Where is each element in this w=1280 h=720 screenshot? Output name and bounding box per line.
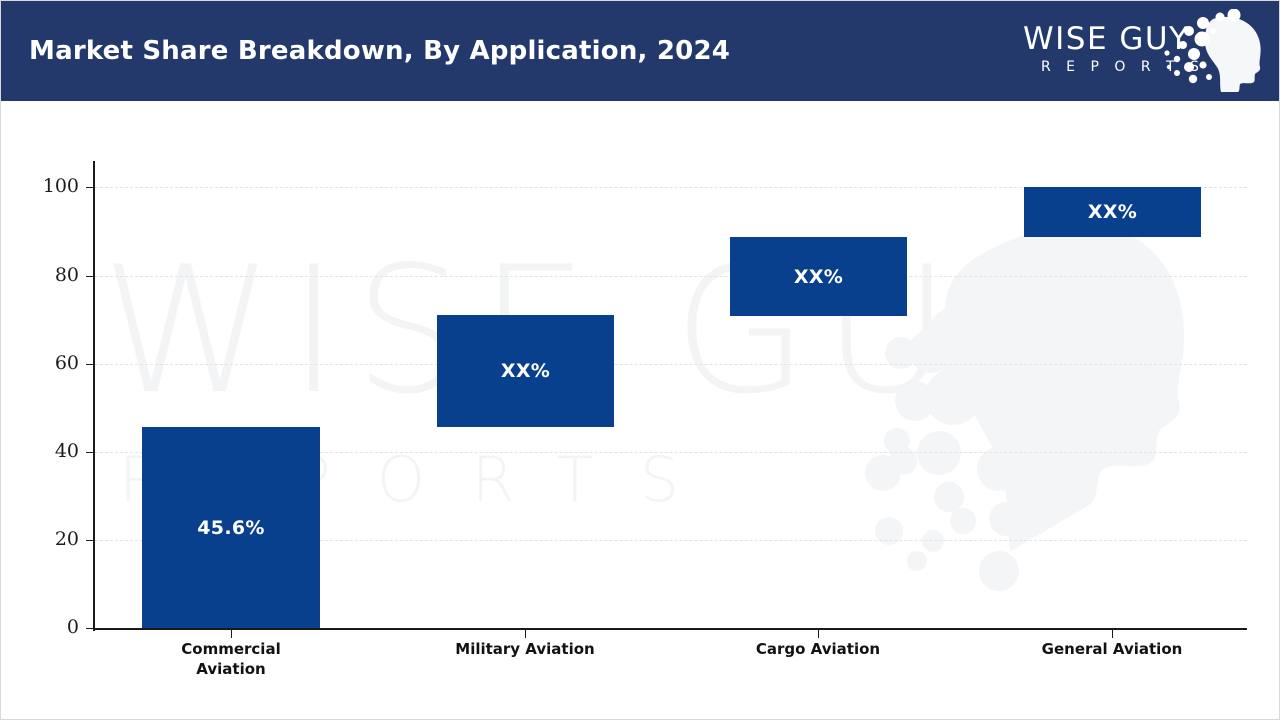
y-tick-mark-40 (86, 452, 94, 453)
y-tick-label-0: 0 (66, 616, 79, 638)
x-tick-mark-0 (231, 630, 232, 638)
bar-label-military-aviation: XX% (500, 360, 551, 382)
gridline-20 (95, 540, 1247, 541)
y-tick-label-80: 80 (54, 264, 79, 286)
y-tick-label-100: 100 (42, 175, 79, 197)
page-title: Market Share Breakdown, By Application, … (29, 36, 731, 66)
bar-label-general-aviation: XX% (1087, 201, 1138, 223)
bar-cargo-aviation[interactable]: XX% (730, 237, 907, 316)
gridline-40 (95, 452, 1247, 453)
y-tick-mark-20 (86, 540, 94, 541)
bar-commercial-aviation[interactable]: 45.6% (142, 427, 320, 628)
y-tick-label-20: 20 (54, 528, 79, 550)
chart-axes: 100 80 60 40 20 0 45.6% XX% XX% XX% (1, 101, 1279, 719)
y-tick-mark-100 (86, 187, 94, 188)
x-tick-mark-3 (1112, 630, 1113, 638)
chart-plot-area: WISE GUY REPORTS (1, 101, 1279, 719)
y-axis-line (93, 161, 95, 631)
y-tick-mark-80 (86, 276, 94, 277)
svg-text:R E P O R T S: R E P O R T S (1041, 59, 1204, 75)
gridline-80 (95, 276, 1247, 277)
x-category-label-commercial-aviation: Commercial Aviation (181, 640, 281, 678)
bar-label-commercial-aviation: 45.6% (197, 516, 265, 539)
page-header: Market Share Breakdown, By Application, … (1, 1, 1279, 101)
bar-label-cargo-aviation: XX% (793, 265, 844, 288)
x-category-label-military-aviation: Military Aviation (455, 640, 595, 658)
x-axis-line (93, 628, 1247, 630)
svg-text:WISE GUY: WISE GUY (1023, 21, 1190, 57)
y-tick-label-40: 40 (54, 440, 79, 462)
x-category-label-cargo-aviation: Cargo Aviation (755, 640, 881, 658)
x-tick-mark-2 (818, 630, 819, 638)
x-category-label-general-aviation: General Aviation (1041, 640, 1183, 658)
y-tick-label-60: 60 (54, 352, 79, 374)
x-tick-mark-1 (525, 630, 526, 638)
gridline-100 (95, 187, 1247, 188)
bar-military-aviation[interactable]: XX% (437, 315, 614, 427)
bar-general-aviation[interactable]: XX% (1024, 187, 1201, 237)
gridline-60 (95, 364, 1247, 365)
y-tick-mark-60 (86, 364, 94, 365)
wise-guy-reports-logo: WISE GUY R E P O R T S (1017, 9, 1267, 93)
y-tick-mark-0 (86, 628, 94, 629)
